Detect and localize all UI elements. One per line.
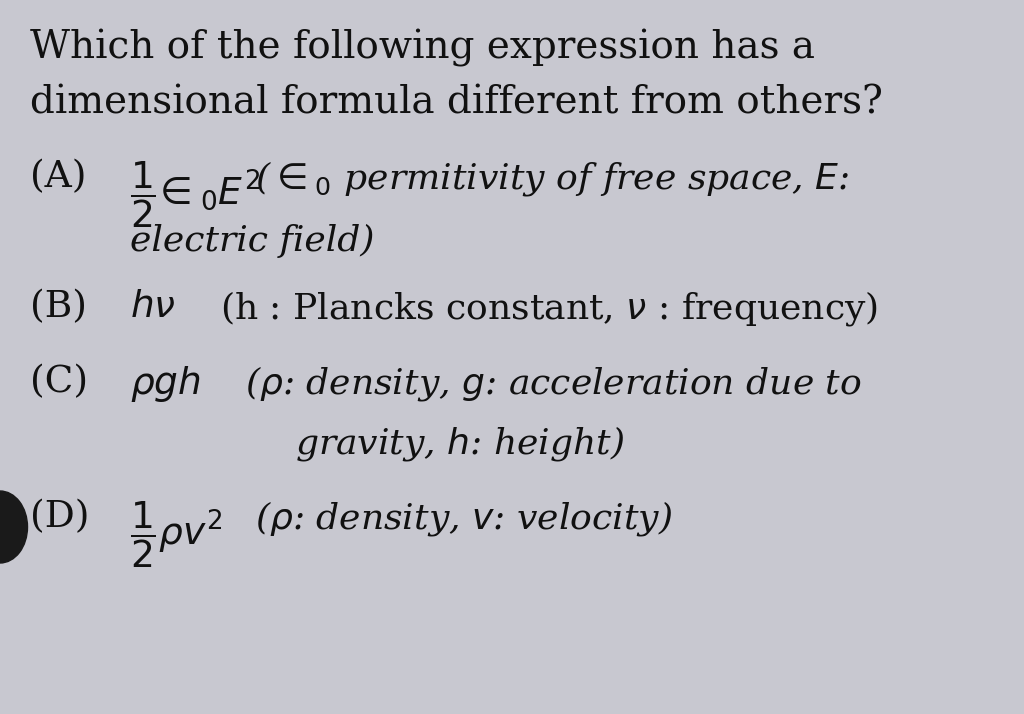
Text: ($\rho$: density, $v$: velocity): ($\rho$: density, $v$: velocity) <box>255 499 673 538</box>
Text: $\dfrac{1}{2}\rho v^2$: $\dfrac{1}{2}\rho v^2$ <box>130 499 222 570</box>
Text: (A): (A) <box>30 159 86 195</box>
Ellipse shape <box>0 491 28 563</box>
Text: gravity, $h$: height): gravity, $h$: height) <box>295 424 625 463</box>
Text: Which of the following expression has a: Which of the following expression has a <box>30 29 815 67</box>
Text: $\dfrac{1}{2}\!\in_0 E^2$: $\dfrac{1}{2}\!\in_0 E^2$ <box>130 159 260 230</box>
Text: electric field): electric field) <box>130 224 375 258</box>
Text: ($\in_0$ permitivity of free space, $E$:: ($\in_0$ permitivity of free space, $E$: <box>255 159 850 198</box>
Text: ($\rho$: density, $g$: acceleration due to: ($\rho$: density, $g$: acceleration due … <box>245 364 861 403</box>
Text: $h\nu$: $h\nu$ <box>130 289 176 325</box>
Text: $\rho gh$: $\rho gh$ <box>130 364 201 404</box>
Text: (h : Plancks constant, $\nu$ : frequency): (h : Plancks constant, $\nu$ : frequency… <box>220 289 879 328</box>
Text: (B): (B) <box>30 289 87 325</box>
Text: (C): (C) <box>30 364 88 400</box>
Text: (D): (D) <box>30 499 89 535</box>
Text: dimensional formula different from others?: dimensional formula different from other… <box>30 84 883 121</box>
